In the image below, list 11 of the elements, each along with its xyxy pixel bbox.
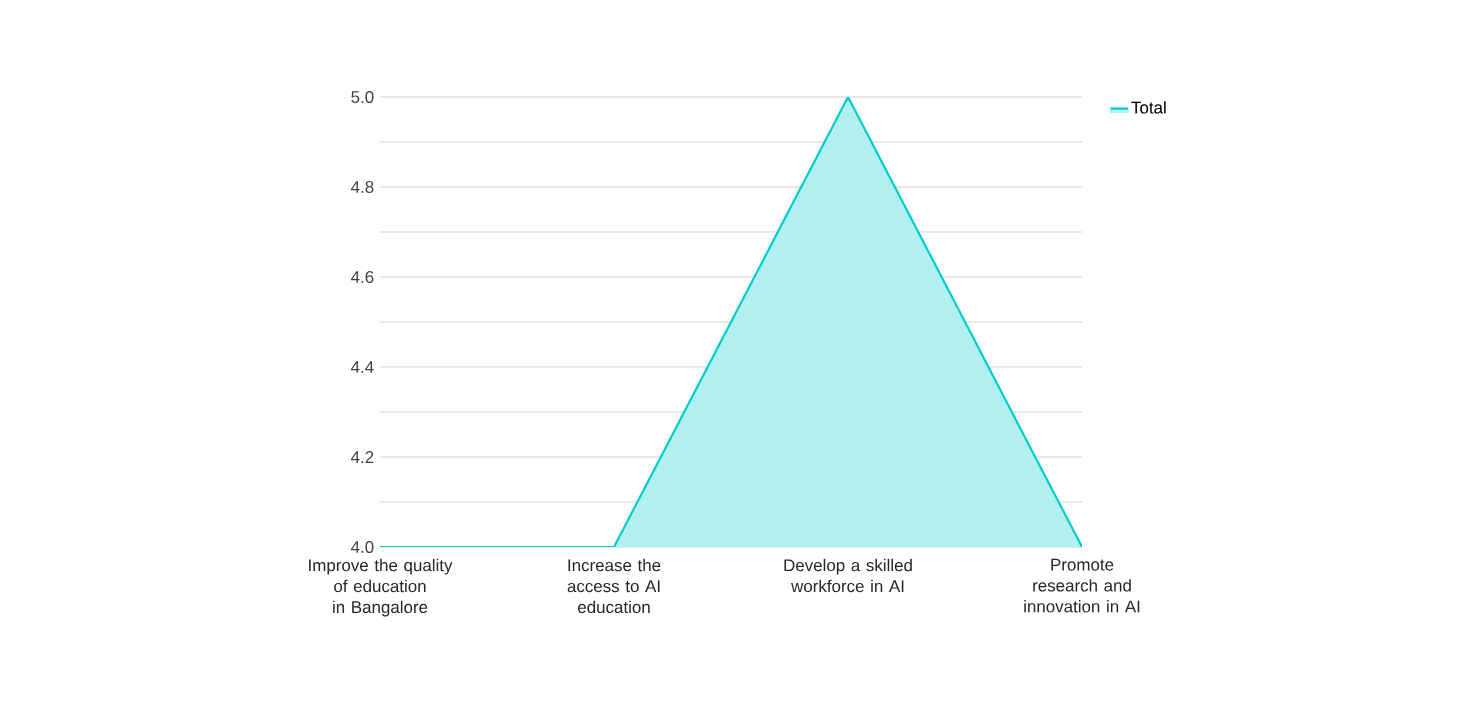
y-tick-label: 4.4 [351,361,374,373]
x-tick-label: Improve the quality of education in Bangalore [309,558,453,617]
y-tick-label: 4.2 [351,451,374,463]
x-tick-label: Promote research and innovation in AI [1024,558,1140,613]
y-tick-label: 4.8 [351,180,374,193]
y-tick-label: 4.0 [351,540,374,553]
x-tick-label: Increase the access to AI education [567,558,661,614]
legend-label: Total [1131,101,1166,114]
y-tick-label: 4.6 [351,270,374,283]
x-tick-label: Develop a skilled workforce in AI [784,558,912,593]
y-tick-label: 5.0 [351,90,374,103]
